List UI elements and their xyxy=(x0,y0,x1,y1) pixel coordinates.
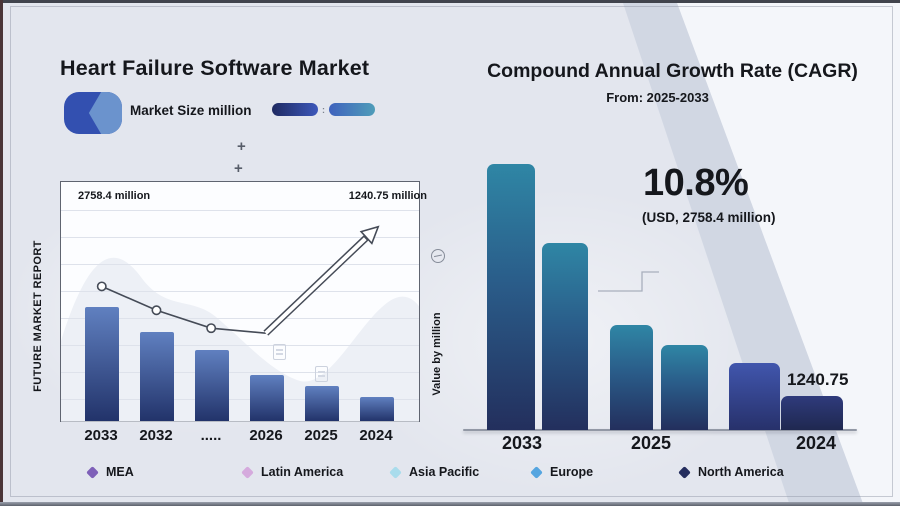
minus-circle-icon xyxy=(431,249,445,263)
document-watermark-icon xyxy=(273,344,286,360)
gradient-pill-icon xyxy=(329,103,375,116)
legend-item-asia-pacific: Asia Pacific xyxy=(389,465,480,479)
cagr-bar-2033-series-a xyxy=(487,164,535,430)
bar-2025 xyxy=(305,386,339,421)
annotation-2033-value: 2758.4 million xyxy=(78,190,151,202)
market-size-label: Market Size million xyxy=(130,103,252,118)
gradient-pill-icon xyxy=(272,103,318,116)
legend-item-north-america: North America xyxy=(678,465,784,479)
legend-diamond-icon xyxy=(678,465,691,479)
market-size-chart: 2758.4 million 1240.75 million xyxy=(60,181,427,422)
bar-dotdotdotdotdot xyxy=(195,350,229,421)
legend: MEA Latin America Asia Pacific Europe North … xyxy=(0,465,900,487)
bar-2026 xyxy=(250,375,284,421)
cagr-bar-2024-series-b xyxy=(781,396,843,430)
legend-diamond-icon xyxy=(389,465,402,479)
brand-cylinder-icon xyxy=(64,92,122,134)
cagr-bar-2025-series-a xyxy=(610,325,653,430)
legend-label: Europe xyxy=(550,465,594,479)
cagr-usd-context: (USD, 2758.4 million) xyxy=(642,210,776,225)
gradient-pills: : xyxy=(272,103,375,116)
page-title: Heart Failure Software Market xyxy=(60,56,370,80)
cagr-subtitle: From: 2025-2033 xyxy=(606,90,709,105)
pill-separator: : xyxy=(322,104,325,115)
plus-icon: + xyxy=(237,138,246,155)
x-axis-line xyxy=(463,429,857,431)
inner-frame-line xyxy=(10,6,893,497)
legend-diamond-icon xyxy=(86,465,99,479)
legend-label: MEA xyxy=(106,465,134,479)
x-label-2026: 2026 xyxy=(249,427,283,444)
document-watermark-icon xyxy=(315,366,328,382)
frame-edge-left xyxy=(0,0,3,506)
annotation-2024-value: 1240.75 million xyxy=(348,190,427,202)
x-label-2032: 2032 xyxy=(139,427,173,444)
x-label-dotdotdotdotdot: ..... xyxy=(200,427,222,444)
cagr-bar-2033-series-b xyxy=(542,243,588,430)
cagr-bar-2025-series-b xyxy=(661,345,708,430)
cagr-x-label-2033: 2033 xyxy=(501,433,543,453)
left-chart-xlabels: 2033 2032..... 2026 2025 2024 xyxy=(60,427,420,447)
cagr-bar-2024-series-a xyxy=(729,363,780,430)
legend-diamond-icon xyxy=(241,465,254,479)
x-label-2025: 2025 xyxy=(304,427,338,444)
value-callout-1240: 1240.75 xyxy=(787,370,849,389)
plus-icon: + xyxy=(234,160,243,177)
x-label-2024: 2024 xyxy=(359,427,393,444)
bar-2024 xyxy=(360,397,394,421)
legend-item-mea: MEA xyxy=(86,465,134,479)
legend-label: North America xyxy=(698,465,784,479)
cagr-x-label-2024: 2024 xyxy=(795,433,837,453)
legend-diamond-icon xyxy=(530,465,543,479)
cagr-x-label-2025: 2025 xyxy=(630,433,672,453)
legend-label: Asia Pacific xyxy=(409,465,480,479)
x-label-2033: 2033 xyxy=(84,427,118,444)
cagr-title: Compound Annual Growth Rate (CAGR) xyxy=(487,60,858,82)
cagr-percentage: 10.8% xyxy=(643,162,749,204)
bar-2032 xyxy=(140,332,174,421)
legend-item-latin-america: Latin America xyxy=(241,465,344,479)
frame-edge-bottom xyxy=(0,502,900,506)
frame-edge-top xyxy=(0,0,900,3)
legend-item-europe: Europe xyxy=(530,465,594,479)
legend-label: Latin America xyxy=(261,465,344,479)
